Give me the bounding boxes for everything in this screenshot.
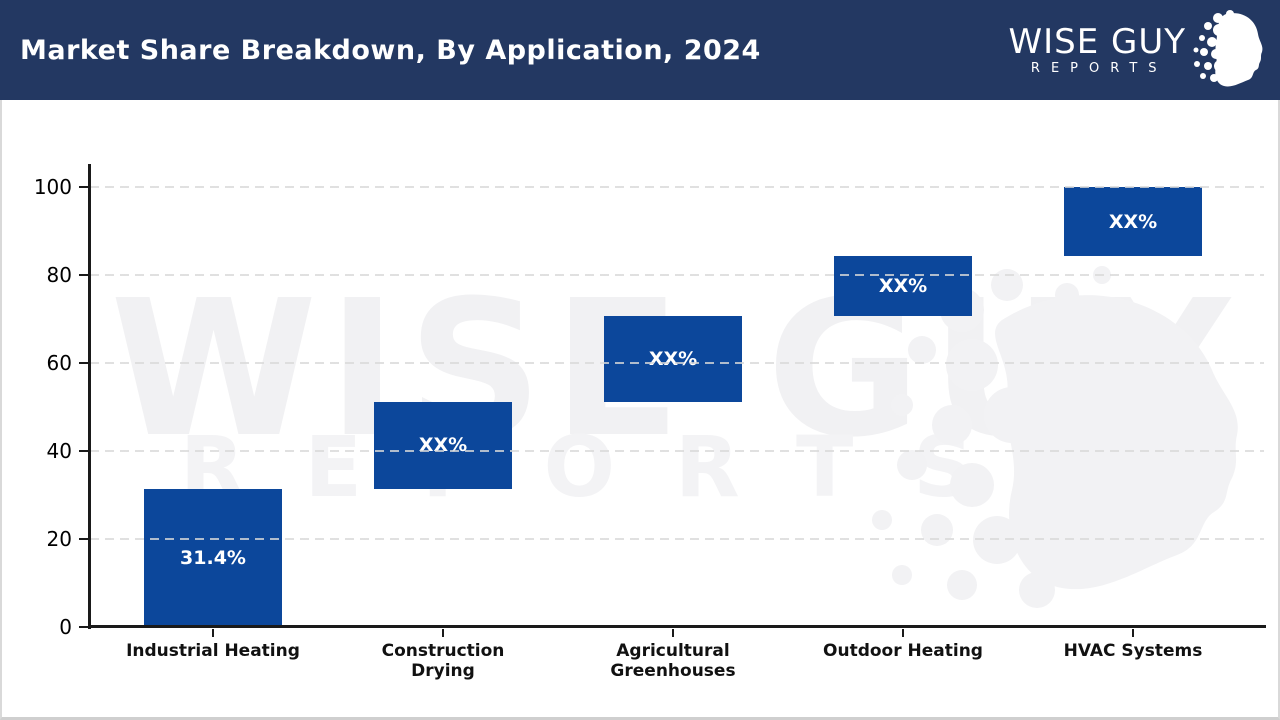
x-category-label-5: HVAC Systems — [1063, 641, 1203, 661]
x-category-label-1: Industrial Heating — [126, 641, 300, 661]
y-tick-label-100: 100 — [33, 175, 72, 199]
bar-value-label: XX% — [878, 274, 928, 297]
bar-value-label: XX% — [648, 348, 698, 371]
gridline-20 — [90, 538, 1264, 540]
page-title: Market Share Breakdown, By Application, … — [20, 34, 761, 66]
bar-2: XX% — [374, 402, 512, 489]
bar-1: 31.4% — [144, 488, 282, 627]
watermark-head-icon — [872, 266, 1238, 608]
y-tick-label-20: 20 — [46, 527, 72, 551]
y-tick-60 — [79, 362, 88, 364]
y-tick-40 — [79, 450, 88, 452]
brand-logo: WISE GUY REPORTS — [1008, 8, 1266, 92]
chart-area: WISE GUY REPORTS 0 20 40 60 80 100 31.4% Indust… — [2, 100, 1278, 717]
x-tick-5 — [1132, 629, 1134, 637]
bar-5: XX% — [1064, 187, 1202, 257]
y-axis-line — [88, 164, 91, 629]
x-tick-4 — [902, 629, 904, 637]
header-bar: Market Share Breakdown, By Application, … — [0, 0, 1280, 100]
y-tick-0 — [79, 626, 88, 628]
y-tick-100 — [79, 186, 88, 188]
x-category-label-3: Agricultural Greenhouses — [610, 641, 736, 682]
brand-logo-text: WISE GUY REPORTS — [1008, 25, 1186, 75]
gridline-40 — [90, 450, 1264, 452]
y-tick-label-40: 40 — [46, 439, 72, 463]
gridline-60 — [90, 362, 1264, 364]
y-tick-label-80: 80 — [46, 263, 72, 287]
x-category-label-2: Construction Drying — [381, 641, 505, 682]
x-tick-1 — [212, 629, 214, 637]
bar-value-label: 31.4% — [180, 546, 246, 569]
bar-3: XX% — [604, 315, 742, 403]
y-tick-80 — [79, 274, 88, 276]
brand-head-icon — [1193, 10, 1263, 87]
x-tick-3 — [672, 629, 674, 637]
bar-4: XX% — [834, 256, 972, 316]
gridline-100 — [90, 186, 1264, 188]
y-tick-20 — [79, 538, 88, 540]
watermark-subtext: REPORTS — [180, 418, 1034, 516]
brand-name: WISE GUY — [1008, 22, 1186, 62]
gridline-80 — [90, 274, 1264, 276]
y-tick-label-60: 60 — [46, 351, 72, 375]
bar-value-label: XX% — [1108, 210, 1158, 233]
brand-subname: REPORTS — [1030, 61, 1168, 76]
x-axis-line — [88, 625, 1266, 628]
x-tick-2 — [442, 629, 444, 637]
bar-value-label: XX% — [418, 434, 468, 457]
y-tick-label-0: 0 — [59, 615, 72, 639]
x-category-label-4: Outdoor Heating — [823, 641, 983, 661]
